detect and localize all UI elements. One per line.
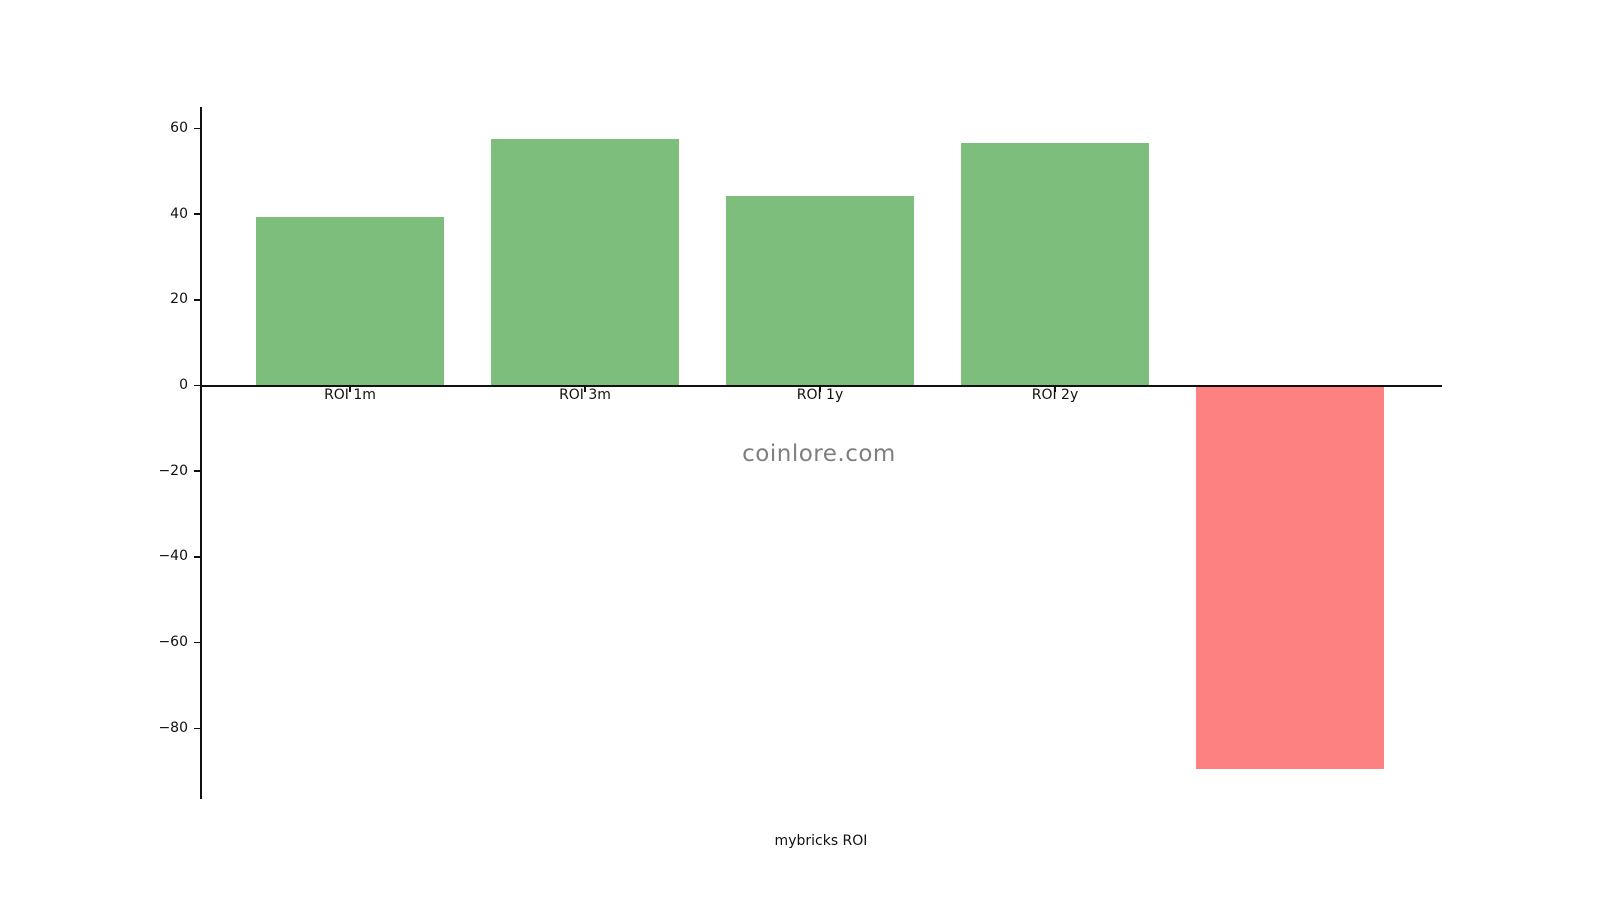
y-tick-mark (194, 299, 200, 301)
x-tick-mark (819, 385, 821, 392)
bar-roi-1y (726, 196, 914, 386)
y-tick-mark (194, 556, 200, 558)
bar-roi-2y (961, 143, 1149, 386)
x-axis-title: mybricks ROI (774, 833, 868, 849)
x-tick-mark (584, 385, 586, 392)
y-tick-label: 60 (170, 119, 188, 136)
bar-roi-1m (256, 217, 444, 386)
bar-roi-3m (491, 139, 679, 386)
y-tick-label: 40 (170, 205, 188, 222)
y-tick-mark (194, 213, 200, 215)
x-axis-zero-line (200, 385, 1442, 387)
y-tick-mark (194, 641, 200, 644)
y-tick-mark (194, 127, 200, 130)
x-tick-label: ROI 3m (559, 387, 611, 403)
y-tick-label: −60 (158, 634, 188, 651)
watermark-text: coinlore.com (742, 441, 896, 467)
x-tick-label: ROI 2y (1031, 387, 1079, 403)
y-tick-mark (194, 470, 200, 472)
y-tick-label: −80 (158, 719, 188, 736)
y-tick-label: −20 (158, 462, 188, 479)
y-tick-mark (194, 727, 200, 730)
y-tick-label: 0 (179, 377, 188, 393)
x-tick-label: ROI 1y (796, 387, 844, 403)
bar-unlabeled (1196, 385, 1384, 770)
y-tick-label: −40 (158, 548, 188, 565)
x-tick-label: ROI 1m (324, 387, 376, 403)
y-tick-mark (194, 384, 200, 387)
y-axis-line (200, 107, 202, 799)
x-tick-mark (349, 385, 351, 392)
y-tick-label: 20 (170, 291, 188, 308)
x-tick-mark (1054, 385, 1056, 392)
